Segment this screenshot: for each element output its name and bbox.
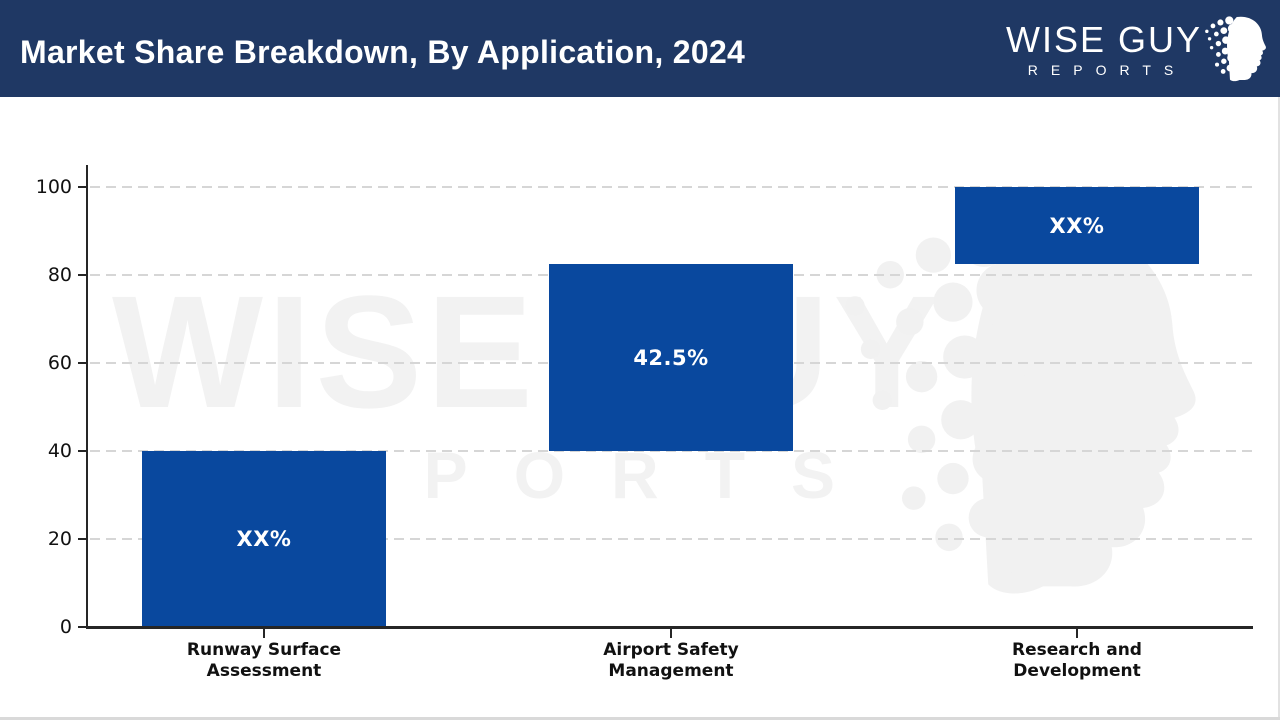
y-tick-40 xyxy=(78,450,87,452)
y-tick-label-60: 60 xyxy=(47,352,72,374)
y-tick-100 xyxy=(78,186,87,188)
logo-wordmark: WISE GUY xyxy=(1006,18,1203,60)
logo-subtitle: REPORTS xyxy=(1027,61,1187,78)
gridline-100 xyxy=(90,186,1253,188)
x-tick-2 xyxy=(1076,629,1078,638)
dotted-head-icon xyxy=(1205,16,1266,82)
logo-face-icon xyxy=(1198,9,1266,89)
page-bottom-border xyxy=(0,717,1280,720)
page-right-border xyxy=(1278,97,1280,717)
x-category-label-line: Assessment xyxy=(206,661,322,681)
watermark-face xyxy=(795,212,1205,604)
watermark-wordmark: WISE GUY xyxy=(112,262,945,441)
x-axis-line xyxy=(86,626,1253,629)
wise-guy-reports-logo: WISE GUY REPORTS xyxy=(1006,8,1268,90)
bar-airport-safety-management: 42.5% xyxy=(549,264,793,451)
x-category-label-line: Runway Surface xyxy=(186,640,342,660)
x-category-label-line: Development xyxy=(1013,661,1141,681)
y-tick-60 xyxy=(78,362,87,364)
gridline-40 xyxy=(90,450,1253,452)
x-category-label-line: Airport Safety xyxy=(603,640,739,660)
y-tick-80 xyxy=(78,274,87,276)
x-category-label-0: Runway Surface Assessment xyxy=(114,640,414,682)
x-tick-1 xyxy=(670,629,672,638)
y-tick-label-40: 40 xyxy=(47,440,72,462)
header-bar: Market Share Breakdown, By Application, … xyxy=(0,0,1280,97)
bar-value-label: XX% xyxy=(1049,213,1105,238)
x-category-label-2: Research and Development xyxy=(927,640,1227,682)
x-category-label-line: Management xyxy=(608,661,734,681)
x-category-label-1: Airport Safety Management xyxy=(521,640,821,682)
y-axis-line xyxy=(86,165,88,629)
y-tick-0 xyxy=(78,626,87,628)
bar-research-and-development: XX% xyxy=(955,187,1199,264)
y-tick-20 xyxy=(78,538,87,540)
y-tick-label-100: 100 xyxy=(35,176,72,198)
bar-value-label: 42.5% xyxy=(633,345,709,370)
gridline-20 xyxy=(90,538,1253,540)
y-tick-label-80: 80 xyxy=(47,264,72,286)
dotted-head-watermark-icon xyxy=(845,219,1196,594)
x-category-label-line: Research and xyxy=(1012,640,1142,660)
y-tick-label-20: 20 xyxy=(47,528,72,550)
y-tick-label-0: 0 xyxy=(59,616,72,638)
bar-value-label: XX% xyxy=(236,527,292,551)
page-title: Market Share Breakdown, By Application, … xyxy=(20,34,746,70)
logo-text: WISE GUY REPORTS xyxy=(1006,18,1203,78)
bar-runway-surface-assessment: XX% xyxy=(142,451,386,627)
x-tick-0 xyxy=(263,629,265,638)
